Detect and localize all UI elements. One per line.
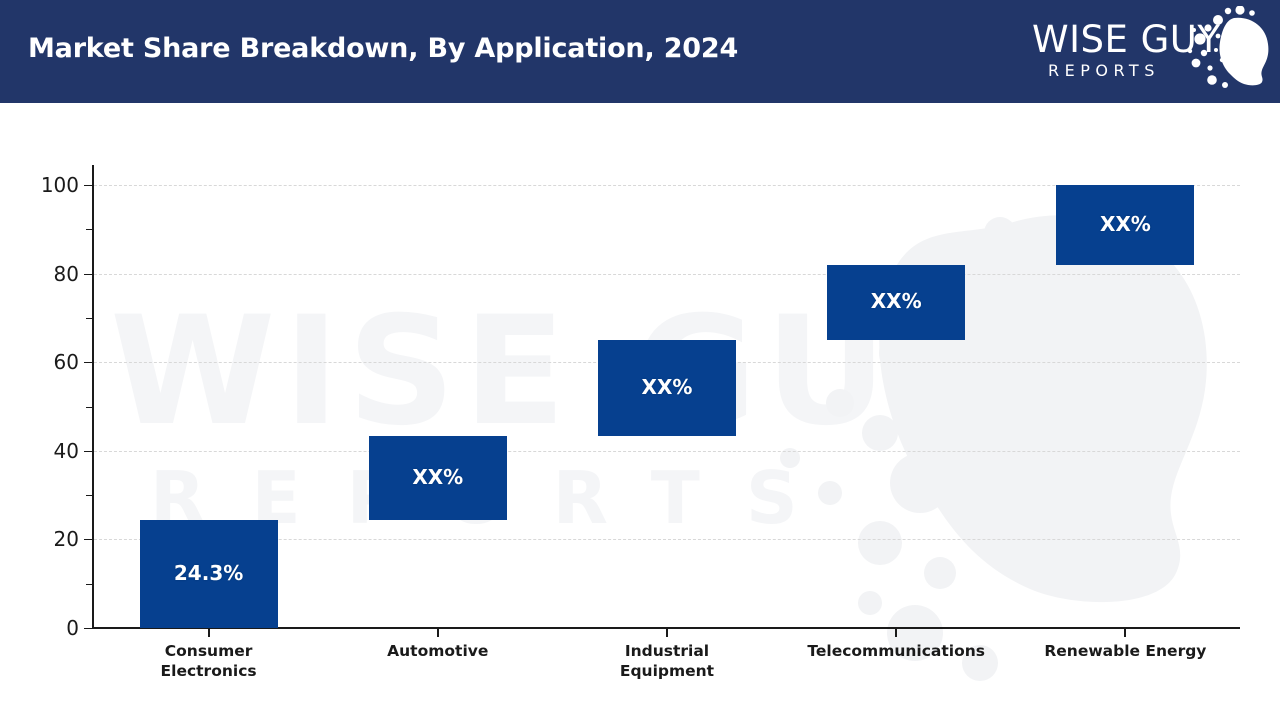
logo-wordmark-secondary: REPORTS [1048, 61, 1160, 80]
y-tick-20 [84, 539, 93, 541]
y-tick-minor-50 [86, 406, 93, 408]
gridline-80 [94, 273, 1240, 275]
x-axis-label-4: Renewable Energy [1011, 641, 1240, 661]
gridline-100 [94, 185, 1240, 186]
bar-4[interactable] [1056, 185, 1195, 265]
y-axis-label-0: 0 [66, 616, 79, 640]
x-axis-label-line: Telecommunications [807, 642, 986, 660]
chart-plot-area: WISE GUY REPORTS [0, 103, 1280, 720]
x-tick-1 [436, 628, 439, 637]
page-title: Market Share Breakdown, By Application, … [28, 33, 739, 64]
y-tick-minor-10 [86, 583, 93, 585]
gridline-20 [94, 539, 1240, 541]
y-axis-label-wrap: 60 [0, 350, 80, 374]
x-tick-0 [207, 628, 210, 637]
y-tick-60 [84, 362, 93, 364]
y-tick-minor-30 [86, 495, 93, 497]
bar-1[interactable] [368, 436, 507, 521]
y-axis-label-wrap: 20 [0, 527, 80, 551]
x-axis-label-line: Automotive [387, 642, 489, 660]
x-axis-label-1: Automotive [323, 641, 552, 661]
x-axis-label-3: Telecommunications [782, 641, 1011, 661]
y-tick-40 [84, 450, 93, 452]
x-axis-label-line: Electronics [160, 662, 257, 680]
x-axis-label-0: Consumer Electronics [94, 641, 323, 681]
y-axis-label-wrap: 0 [0, 616, 80, 640]
y-axis-label-wrap: 40 [0, 439, 80, 463]
y-axis-label-40: 40 [53, 438, 79, 463]
wise-guy-reports-logo: WISE GUY REPORTS [1022, 6, 1274, 96]
logo-head-icon [1187, 6, 1269, 88]
x-axis-label-line: Consumer [164, 642, 253, 660]
x-axis-label-line: Equipment [619, 662, 715, 680]
x-axis-label-2: Industrial Equipment [552, 641, 781, 681]
logo-wordmark-primary: WISE GUY [1032, 18, 1220, 61]
bar-0[interactable] [139, 520, 278, 628]
y-axis-line [92, 165, 94, 629]
y-tick-80 [84, 273, 93, 275]
x-tick-3 [895, 628, 898, 637]
header-bar: Market Share Breakdown, By Application, … [0, 0, 1280, 103]
y-axis-label-wrap: 80 [0, 262, 80, 286]
bar-2[interactable] [598, 340, 736, 437]
y-axis-label-wrap: 100 [0, 173, 80, 197]
y-axis-label-60: 60 [53, 350, 79, 375]
y-tick-0 [84, 628, 93, 629]
y-axis-label-80: 80 [53, 261, 79, 286]
y-tick-100 [84, 185, 93, 186]
y-axis-label-20: 20 [53, 527, 79, 552]
y-tick-minor-90 [86, 229, 93, 231]
y-axis-label-100: 100 [40, 173, 79, 197]
x-tick-4 [1124, 628, 1127, 637]
x-axis-label-line: Renewable Energy [1044, 642, 1207, 660]
x-axis-label-line: Industrial [624, 642, 710, 660]
gridline-40 [94, 450, 1240, 452]
x-tick-2 [666, 628, 668, 637]
bar-3[interactable] [827, 264, 966, 341]
y-tick-minor-70 [86, 317, 93, 319]
